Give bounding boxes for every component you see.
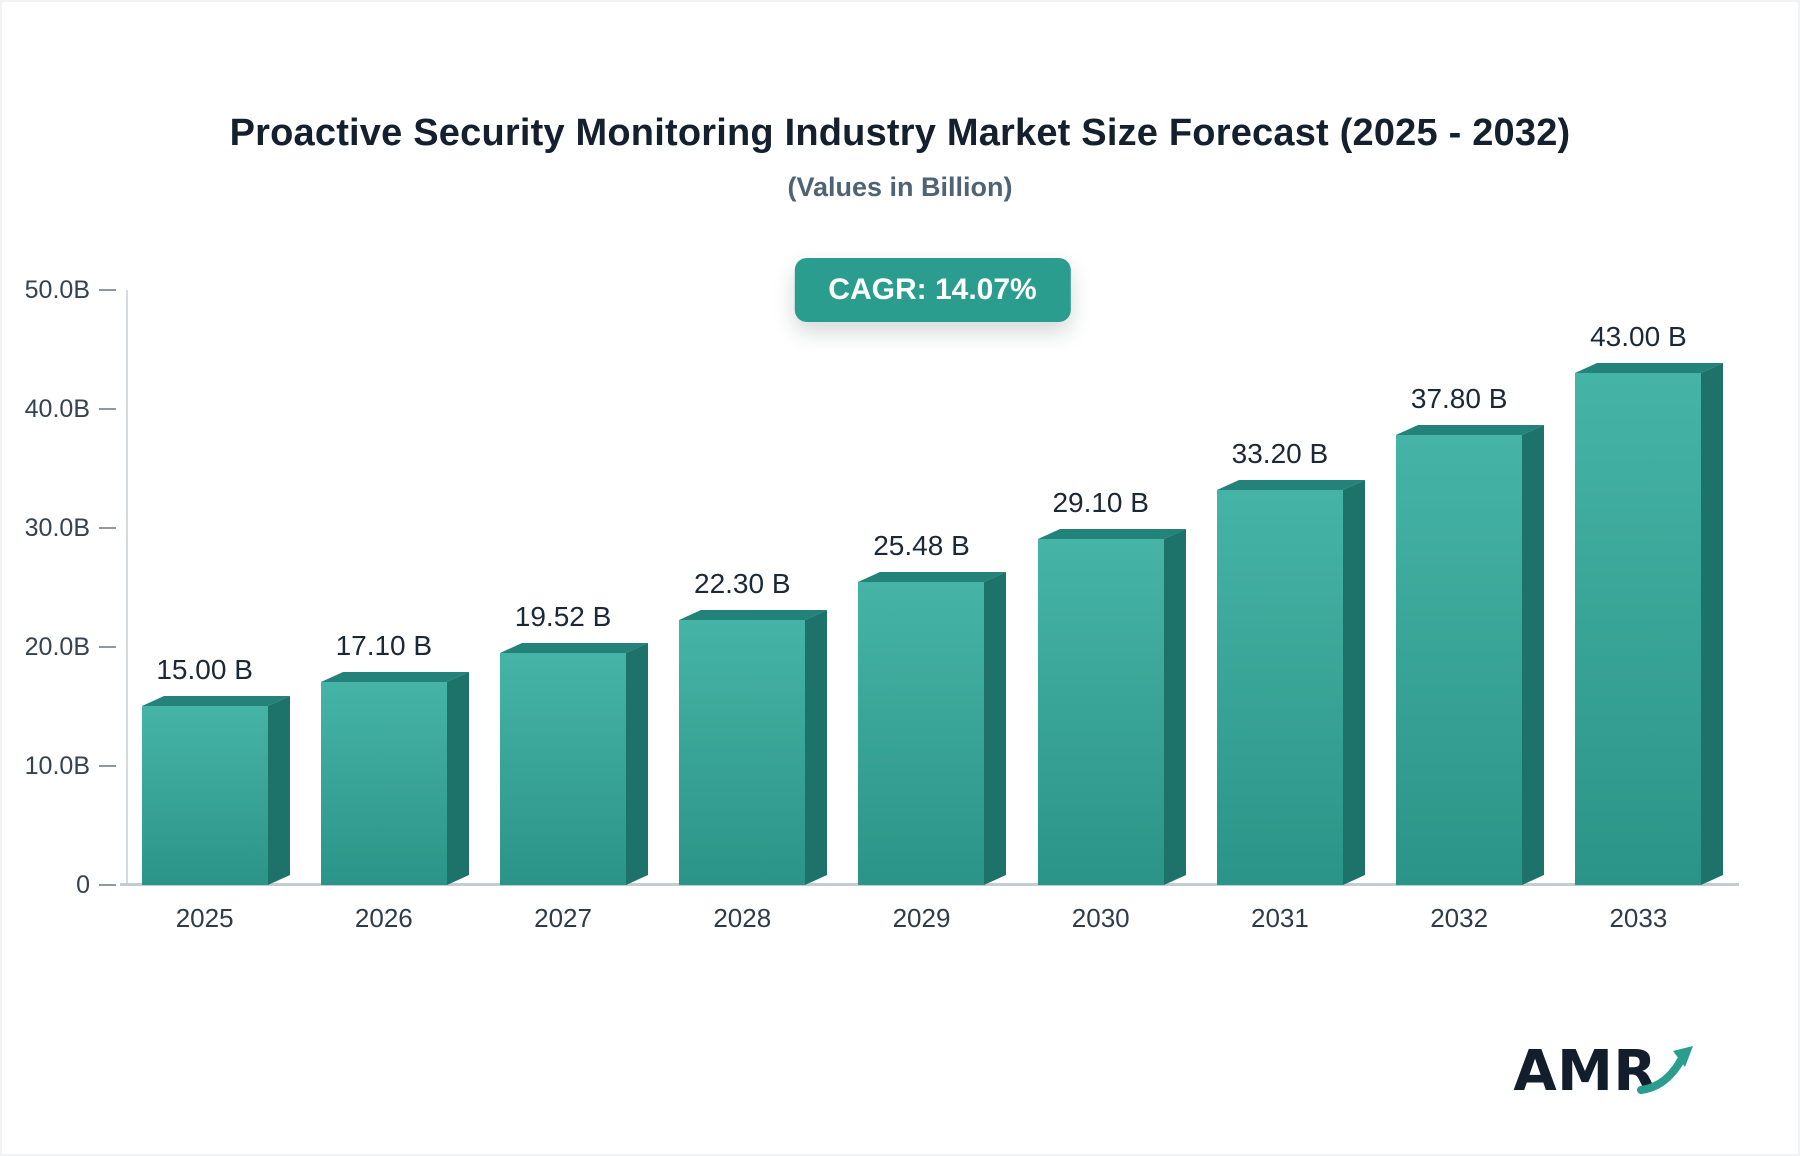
bar-group-2027: 19.52 B	[484, 601, 663, 885]
y-axis-tick-mark	[99, 646, 116, 648]
bar-top-face	[1216, 480, 1365, 490]
logo-arrow-head	[1673, 1046, 1693, 1067]
bar-front-face	[1396, 435, 1523, 885]
bar-top-face	[1037, 529, 1186, 539]
bar-front-face	[500, 653, 627, 885]
bar-top-face	[320, 672, 469, 682]
bar	[320, 672, 469, 885]
logo-arrow-icon	[1637, 1046, 1693, 1094]
amr-logo: AMR	[1513, 1044, 1695, 1100]
bar-value-label: 15.00 B	[156, 654, 253, 685]
bar-side-face	[1342, 480, 1365, 885]
bar	[858, 572, 1007, 885]
bar-value-label: 43.00 B	[1590, 321, 1687, 352]
bar-front-face	[141, 706, 268, 885]
bar-group-2030: 29.10 B	[1022, 487, 1201, 885]
x-axis-label-2030: 2030	[1071, 903, 1130, 933]
amr-logo-text: AMR	[1513, 1039, 1657, 1104]
bar	[500, 643, 649, 885]
bar-value-label: 25.48 B	[873, 530, 970, 561]
bar-value-label: 37.80 B	[1410, 383, 1508, 414]
bar-side-face	[267, 696, 290, 885]
x-axis-label-2029: 2029	[892, 903, 951, 933]
bar-value-label: 33.20 B	[1231, 438, 1329, 469]
bar-group-2025: 15.00 B	[126, 654, 305, 885]
bar-group-2026: 17.10 B	[305, 630, 484, 885]
bar-value-label: 29.10 B	[1052, 487, 1149, 518]
y-axis-tick-label: 40.0B	[24, 395, 90, 423]
bar-side-face	[626, 643, 649, 885]
bar-top-face	[679, 610, 828, 620]
bar-front-face	[858, 582, 985, 885]
bar-group-2028: 22.30 B	[664, 568, 843, 885]
bar-front-face	[1575, 373, 1702, 885]
bar-side-face	[1163, 529, 1186, 885]
bar-side-face	[984, 572, 1007, 885]
y-axis: 50.0B 40.0B 30.0B 20.0B 10.0B 0	[20, 276, 126, 899]
bar-group-2032: 37.80 B	[1381, 383, 1560, 885]
bar-value-label: 19.52 B	[514, 601, 612, 632]
y-axis-line	[126, 290, 128, 885]
x-axis-label-2025: 2025	[175, 903, 234, 933]
bar-front-face	[320, 682, 447, 885]
bar-group-2031: 33.20 B	[1201, 438, 1380, 885]
bar-front-face	[1216, 490, 1343, 885]
bar-top-face	[500, 643, 649, 653]
y-axis-tick-label: 10.0B	[24, 752, 90, 780]
bar	[679, 610, 828, 885]
x-axis-label-2027: 2027	[534, 903, 592, 933]
bar-group-2029: 25.48 B	[843, 530, 1022, 885]
bar	[1396, 425, 1545, 885]
x-axis-labels: 2025 2026 2027 2028 2029 2030 2031 2032 2033	[126, 903, 1739, 934]
x-axis-label-2026: 2026	[354, 903, 413, 933]
y-axis-tick-label: 20.0B	[24, 633, 90, 661]
bar	[141, 696, 290, 885]
bar-front-face	[1037, 539, 1164, 885]
logo-arrow-shaft	[1637, 1056, 1685, 1094]
cagr-badge: CAGR: 14.07%	[794, 258, 1071, 322]
bar-side-face	[1522, 425, 1545, 885]
y-axis-tick-mark	[99, 527, 116, 529]
x-axis-label-2028: 2028	[713, 903, 772, 933]
bars-row: 15.00 B 17.10 B 19.52 B 22.30 B 25.48 B 29.10…	[126, 290, 1739, 885]
bar-front-face	[679, 620, 806, 885]
bar-top-face	[141, 696, 290, 706]
bar	[1575, 363, 1724, 885]
bar-side-face	[446, 672, 469, 885]
y-axis-tick-label: 30.0B	[24, 514, 90, 542]
chart-subtitle: (Values in Billion)	[787, 172, 1013, 202]
bar-top-face	[1575, 363, 1724, 373]
x-axis-label-2033: 2033	[1609, 903, 1668, 933]
bar-top-face	[1396, 425, 1545, 435]
y-axis-tick-mark	[99, 765, 116, 767]
chart-area: 50.0B 40.0B 30.0B 20.0B 10.0B 0 15.00 B 17.10 …	[20, 258, 1739, 899]
bar	[1037, 529, 1186, 885]
y-axis-tick-mark	[99, 289, 116, 291]
y-axis-tick-mark	[99, 884, 116, 886]
y-axis-tick-label: 0	[76, 871, 90, 899]
y-axis-tick-label: 50.0B	[24, 276, 90, 304]
bar-value-label: 17.10 B	[335, 630, 433, 661]
bar-side-face	[805, 610, 828, 885]
bar	[1216, 480, 1365, 885]
chart-title: Proactive Security Monitoring Industry M…	[229, 112, 1571, 154]
x-axis-label-2032: 2032	[1430, 903, 1489, 933]
bar-side-face	[1701, 363, 1724, 885]
bar-group-2033: 43.00 B	[1560, 321, 1739, 885]
y-axis-tick-mark	[99, 408, 116, 410]
x-axis-label-2031: 2031	[1251, 903, 1309, 933]
bar-top-face	[858, 572, 1007, 582]
bar-value-label: 22.30 B	[694, 568, 791, 599]
